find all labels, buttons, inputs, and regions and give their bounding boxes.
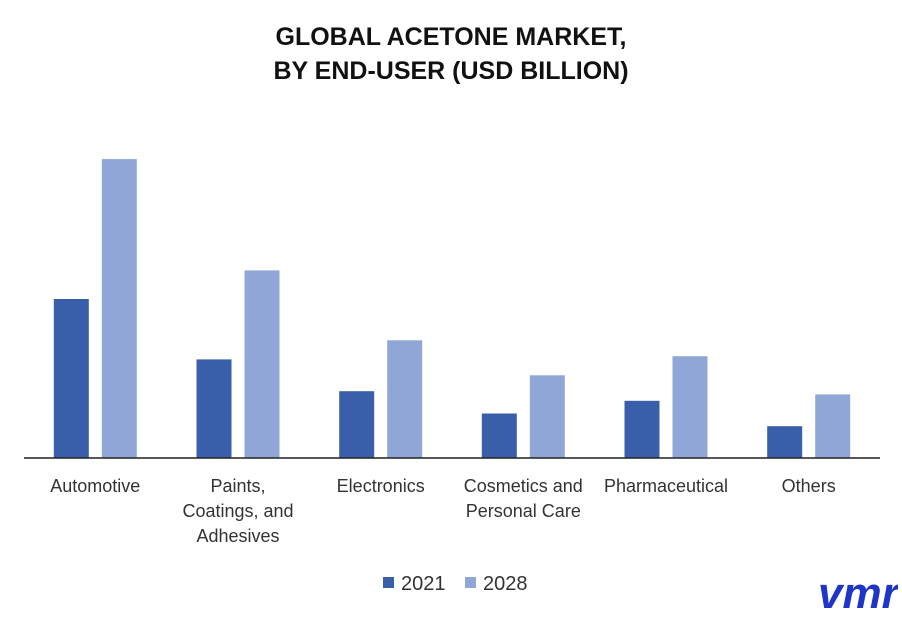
bar-2021-5 — [767, 426, 803, 458]
x-tick-label-3-1: Personal Care — [466, 501, 581, 521]
chart-title-line-1: GLOBAL ACETONE MARKET, — [275, 23, 627, 51]
legend-label-2021: 2021 — [401, 573, 446, 595]
bar-2028-1 — [244, 270, 280, 458]
x-tick-label-3-0: Cosmetics and — [464, 476, 583, 496]
bar-2021-3 — [481, 413, 517, 458]
bar-2021-4 — [624, 400, 660, 458]
bar-2028-2 — [387, 340, 423, 458]
x-tick-label-1-2: Adhesives — [196, 526, 279, 546]
x-tick-label-5-0: Others — [782, 476, 836, 496]
legend-label-2028: 2028 — [483, 573, 528, 595]
bar-2021-0 — [53, 299, 89, 458]
x-tick-label-2-0: Electronics — [337, 476, 425, 496]
bars-group — [53, 159, 851, 458]
x-tick-label-4-0: Pharmaceutical — [604, 476, 728, 496]
bar-2021-1 — [196, 359, 232, 458]
bar-2028-3 — [529, 375, 565, 458]
vmr-logo-icon: vmr — [818, 574, 898, 614]
chart-title: GLOBAL ACETONE MARKET, BY END-USER (USD … — [0, 20, 902, 88]
x-tick-label-1-1: Coatings, and — [182, 501, 293, 521]
bar-2028-0 — [101, 159, 137, 458]
legend: 2021 2028 — [383, 573, 528, 595]
x-tick-label-0-0: Automotive — [50, 476, 140, 496]
chart-title-line-2: BY END-USER (USD BILLION) — [273, 57, 629, 85]
bar-2028-5 — [815, 394, 851, 458]
bar-2028-4 — [672, 356, 708, 458]
svg-text:vmr: vmr — [818, 574, 898, 614]
bar-2021-2 — [339, 391, 375, 458]
x-axis-labels: Automotive Paints, Coatings, and Adhesives E… — [50, 476, 835, 546]
x-tick-label-1-0: Paints, — [210, 476, 265, 496]
legend-swatch-2021 — [383, 577, 394, 588]
legend-swatch-2028 — [465, 577, 476, 588]
